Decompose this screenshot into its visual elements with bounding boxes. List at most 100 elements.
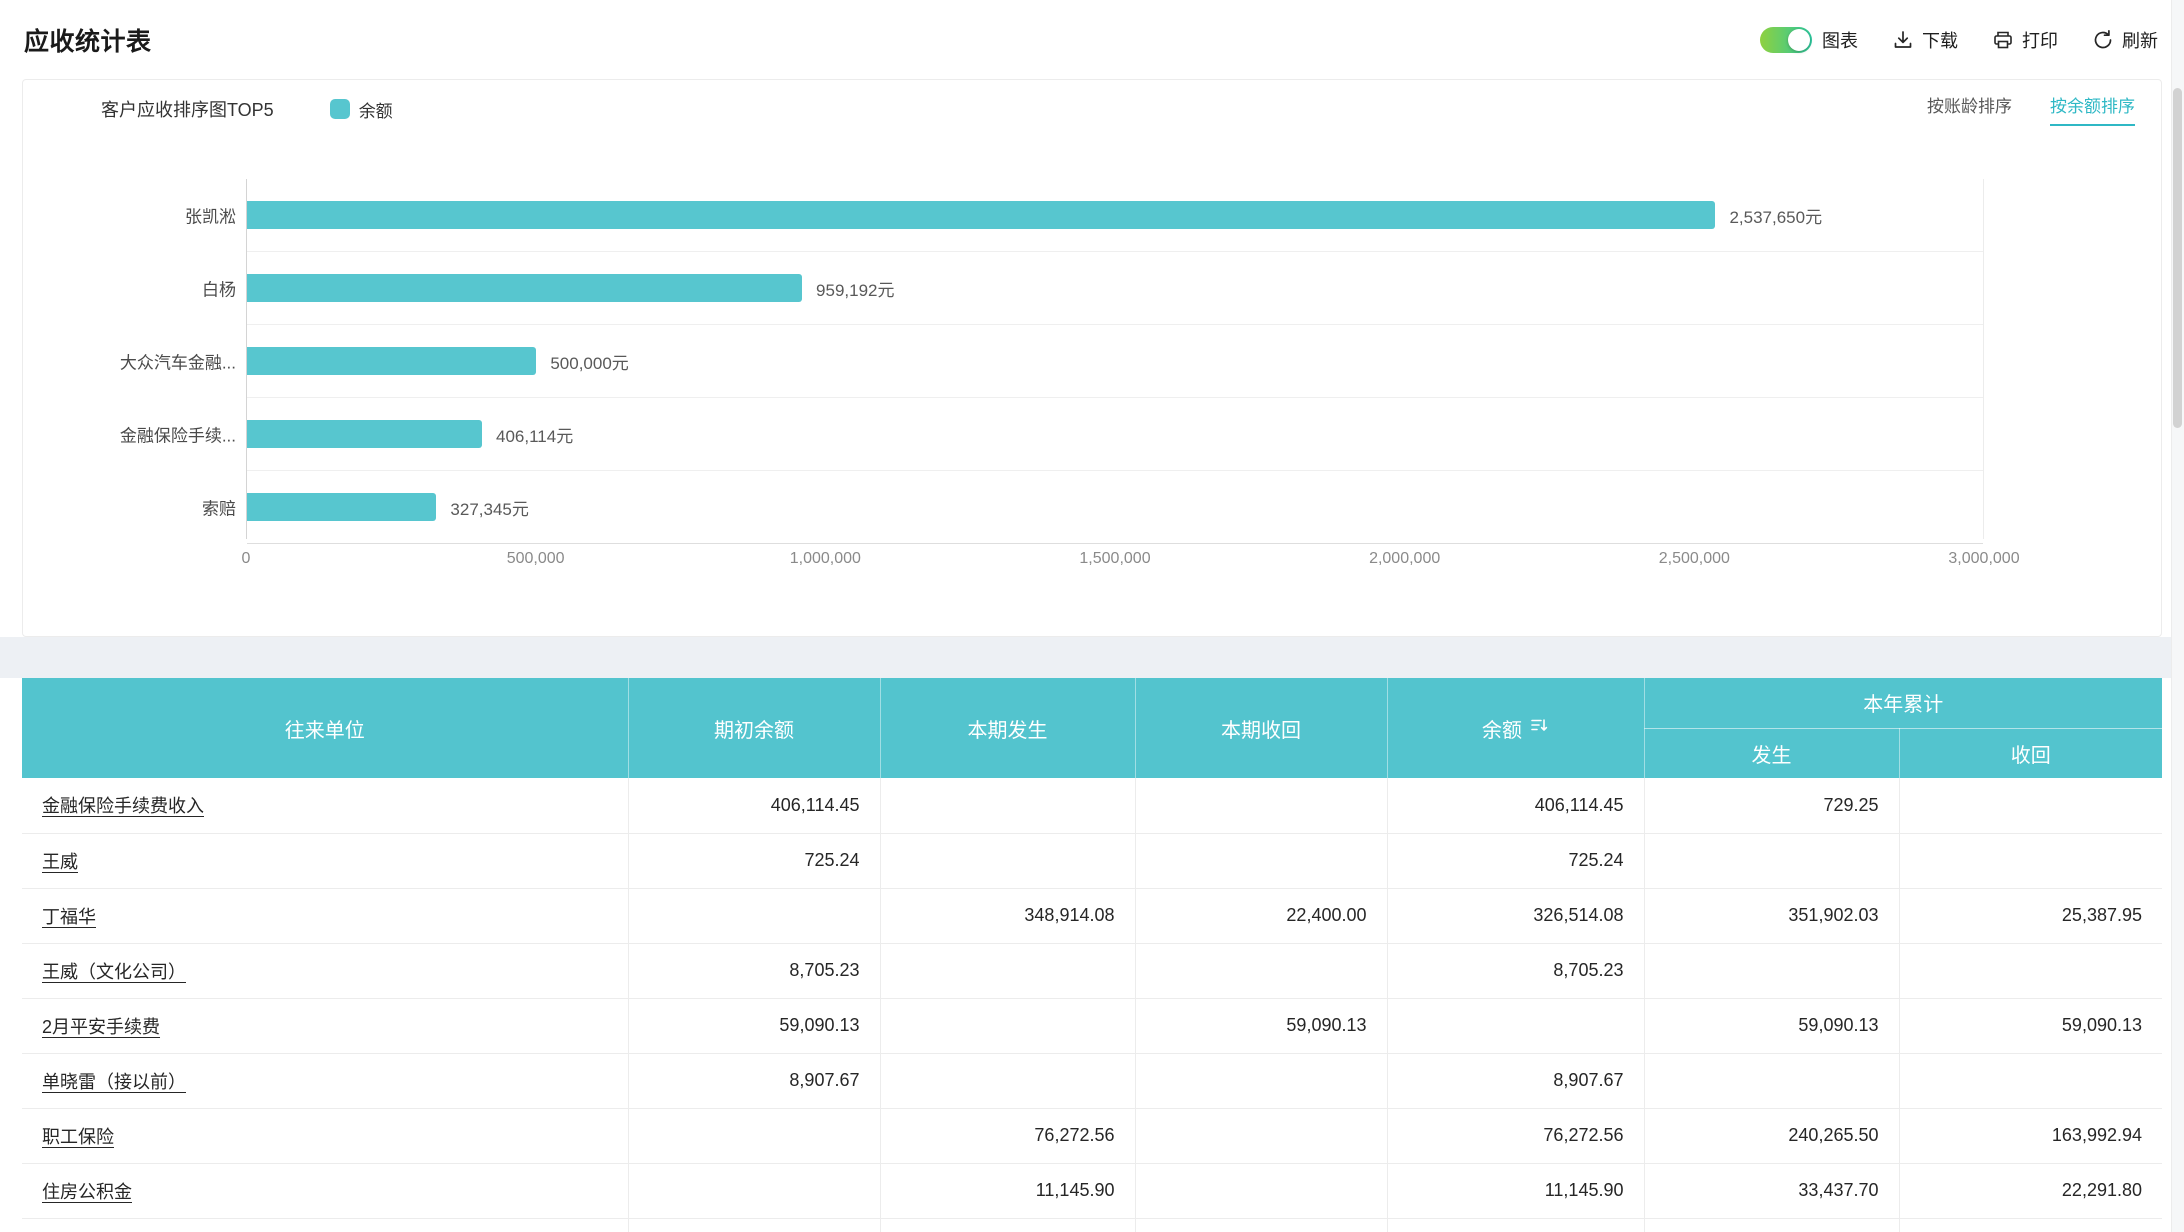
cell-opening: 406,114.45 xyxy=(628,778,881,834)
chart-card: 客户应收排序图TOP5 余额 按账龄排序 按余额排序 张凯淞 2,537,650元… xyxy=(22,79,2162,637)
company-link[interactable]: 单晓雷（接以前） xyxy=(42,1071,186,1092)
cell-year_incurred xyxy=(1644,1053,1900,1109)
chart-x-tick-label: 2,000,000 xyxy=(1369,550,1441,567)
chart-header: 客户应收排序图TOP5 余额 按账龄排序 按余额排序 xyxy=(23,80,2161,126)
cell-year_incurred: 351,902.03 xyxy=(1644,888,1900,944)
chart-legend: 余额 xyxy=(329,97,393,122)
cell-current_received xyxy=(1135,1108,1388,1164)
cell-opening: 8,705.23 xyxy=(628,943,881,999)
scrollbar-thumb[interactable] xyxy=(2173,88,2182,428)
chart-x-tick-label: 2,500,000 xyxy=(1658,550,1730,567)
company-link[interactable]: 王威（文化公司） xyxy=(42,961,186,982)
company-link[interactable]: 金融保险手续费收入 xyxy=(42,796,204,817)
legend-swatch-icon xyxy=(329,99,350,119)
chart-bar xyxy=(247,493,437,521)
sort-icon[interactable] xyxy=(1529,715,1549,741)
toolbar: 图表 下载 打印 刷新 xyxy=(1760,26,2158,53)
table-row: 2月平安手续费 59,090.13 59,090.13 59,090.13 59,090… xyxy=(22,998,2162,1054)
cell-balance: 76,272.56 xyxy=(1387,1108,1645,1164)
chart-category-band: 索赔 327,345元 xyxy=(202,471,1983,544)
chart-title: 客户应收排序图TOP5 xyxy=(101,100,274,120)
cell-opening: 725.24 xyxy=(628,833,881,889)
receivables-table-wrap: 往来单位 期初余额 本期发生 本期收回 余额 本年累计 xyxy=(22,678,2162,1232)
column-header-opening-balance: 期初余额 xyxy=(628,678,881,778)
cell-company: 2月平安手续费 xyxy=(22,998,629,1054)
cell-current_incurred xyxy=(880,998,1136,1054)
cell-year_received xyxy=(1899,943,2162,999)
receivables-table: 往来单位 期初余额 本期发生 本期收回 余额 本年累计 xyxy=(22,678,2162,1232)
download-label: 下载 xyxy=(1922,30,1958,51)
cell-current_received xyxy=(1135,778,1388,834)
chart-category-band: 白杨 959,192元 xyxy=(202,252,1983,325)
chart-category-band: 金融保险手续... 406,114元 xyxy=(120,398,1983,471)
company-link[interactable]: 住房公积金 xyxy=(42,1181,132,1202)
chart-category-label: 张凯淞 xyxy=(185,207,236,227)
cell-current_received: 59,090.13 xyxy=(1135,998,1388,1054)
cell-balance: 8,907.67 xyxy=(1387,1053,1645,1109)
print-label: 打印 xyxy=(2022,30,2058,51)
company-link[interactable]: 王威 xyxy=(42,851,78,872)
chart-sort-tabs: 按账龄排序 按余额排序 xyxy=(1927,92,2135,126)
company-link[interactable]: 丁福华 xyxy=(42,906,96,927)
cell-opening: 8,907.67 xyxy=(628,1053,881,1109)
chart-bar xyxy=(247,274,803,302)
cell-balance: 725.24 xyxy=(1387,833,1645,889)
cell-year_incurred xyxy=(1644,833,1900,889)
download-button[interactable]: 下载 xyxy=(1892,27,1958,53)
column-header-balance: 余额 xyxy=(1387,678,1645,778)
table-row: 住房公积金 11,145.90 11,145.90 33,437.70 22,291.8… xyxy=(22,1163,2162,1219)
cell-opening xyxy=(628,888,881,944)
cell-year_incurred: 59,090.13 xyxy=(1644,998,1900,1054)
company-link[interactable]: 职工保险 xyxy=(42,1126,114,1147)
cell-year_incurred: 240,265.50 xyxy=(1644,1108,1900,1164)
cell-company: 金融保险手续费收入 xyxy=(22,778,629,834)
chart-x-tick-label: 3,000,000 xyxy=(1948,550,2020,567)
chart-plot: 张凯淞 2,537,650元 白杨 959,192元 大众汽车金融... 500,000元… xyxy=(120,179,1984,544)
chart-toggle-group: 图表 xyxy=(1760,26,1858,53)
chart-bar xyxy=(247,347,537,375)
chart-bar xyxy=(247,420,482,448)
chart-category-label: 大众汽车金融... xyxy=(119,353,236,373)
cell-year_incurred xyxy=(1644,943,1900,999)
cell-year_received: 59,090.13 xyxy=(1899,998,2162,1054)
chart-x-tick-label: 500,000 xyxy=(506,550,565,567)
cell-company: 王威 xyxy=(22,833,629,889)
cell-current_incurred: 76,272.56 xyxy=(880,1108,1136,1164)
cell-year_received: 25,387.95 xyxy=(1899,888,2162,944)
cell-current_received: 22,400.00 xyxy=(1135,888,1388,944)
refresh-icon xyxy=(2092,29,2114,51)
refresh-button[interactable]: 刷新 xyxy=(2092,27,2158,53)
chart-bar-value-label: 406,114元 xyxy=(496,426,574,446)
cell-year_received: 163,992.94 xyxy=(1899,1108,2162,1164)
company-link[interactable]: 2月平安手续费 xyxy=(42,1016,161,1037)
chart-x-tick-label: 0 xyxy=(241,550,251,567)
chart-x-tick-label: 1,500,000 xyxy=(1079,550,1151,567)
cell-current_incurred xyxy=(880,778,1136,834)
cell-current_received xyxy=(1135,833,1388,889)
column-header-balance-label: 余额 xyxy=(1482,719,1522,742)
table-row: 王威（文化公司） 8,705.23 8,705.23 xyxy=(22,943,2162,999)
download-icon xyxy=(1892,29,1914,51)
cell-current_incurred xyxy=(880,833,1136,889)
top-bar: 应收统计表 图表 下载 打印 xyxy=(0,0,2184,79)
cell-company: 职工保险 xyxy=(22,1108,629,1164)
chart-toggle-switch[interactable] xyxy=(1760,26,1812,53)
column-header-year-received: 收回 xyxy=(1899,728,2162,778)
chart-category-label: 白杨 xyxy=(202,280,236,300)
sort-tab-by-aging[interactable]: 按账龄排序 xyxy=(1927,97,2012,116)
cell-current_incurred xyxy=(880,1053,1136,1109)
chart-bar xyxy=(247,201,1716,229)
chart-category-label: 金融保险手续... xyxy=(119,426,236,446)
column-header-current-incurred: 本期发生 xyxy=(880,678,1136,778)
cell-balance: 326,514.08 xyxy=(1387,888,1645,944)
refresh-label: 刷新 xyxy=(2122,30,2158,51)
cell-company: 王威（文化公司） xyxy=(22,943,629,999)
print-button[interactable]: 打印 xyxy=(1992,27,2058,53)
section-divider xyxy=(0,637,2184,678)
vertical-scrollbar[interactable] xyxy=(2171,0,2184,1232)
chart-bar-value-label: 959,192元 xyxy=(816,280,895,300)
cell-balance: 11,145.90 xyxy=(1387,1163,1645,1219)
cell-company: 丁福华 xyxy=(22,888,629,944)
sort-tab-by-balance[interactable]: 按余额排序 xyxy=(2050,92,2135,126)
